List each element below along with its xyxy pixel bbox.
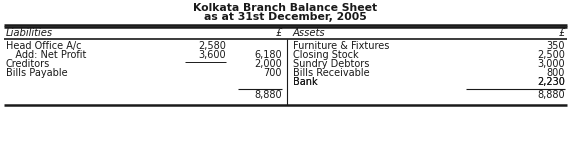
Text: £: £ xyxy=(558,28,565,37)
Text: Assets: Assets xyxy=(293,28,325,37)
Text: Kolkata Branch Balance Sheet: Kolkata Branch Balance Sheet xyxy=(194,3,377,13)
Text: Closing Stock: Closing Stock xyxy=(293,50,359,60)
Text: 350: 350 xyxy=(546,41,565,51)
Text: Sundry Debtors: Sundry Debtors xyxy=(293,59,369,69)
Text: 8,880: 8,880 xyxy=(254,90,282,100)
Text: 6,180: 6,180 xyxy=(254,50,282,60)
Text: 8,880: 8,880 xyxy=(537,90,565,100)
Text: 2,500: 2,500 xyxy=(537,50,565,60)
Text: Bills Receivable: Bills Receivable xyxy=(293,68,369,78)
Text: 700: 700 xyxy=(263,68,282,78)
Text: Add: Net Profit: Add: Net Profit xyxy=(6,50,86,60)
Text: Bank: Bank xyxy=(293,77,317,87)
Text: 2,000: 2,000 xyxy=(254,59,282,69)
Text: 2,230: 2,230 xyxy=(537,77,565,87)
Text: 800: 800 xyxy=(546,68,565,78)
Text: Liabilities: Liabilities xyxy=(6,28,53,37)
Text: Head Office A/c: Head Office A/c xyxy=(6,41,82,51)
Text: 3,600: 3,600 xyxy=(198,50,226,60)
Text: £: £ xyxy=(276,28,282,37)
Text: 2,580: 2,580 xyxy=(198,41,226,51)
Text: Bills Payable: Bills Payable xyxy=(6,68,67,78)
Text: 3,000: 3,000 xyxy=(537,59,565,69)
Text: Creditors: Creditors xyxy=(6,59,50,69)
Text: Furniture & Fixtures: Furniture & Fixtures xyxy=(293,41,389,51)
Text: Bank: Bank xyxy=(293,77,317,87)
Text: 2,230: 2,230 xyxy=(537,77,565,87)
Text: as at 31st December, 2005: as at 31st December, 2005 xyxy=(204,12,367,22)
